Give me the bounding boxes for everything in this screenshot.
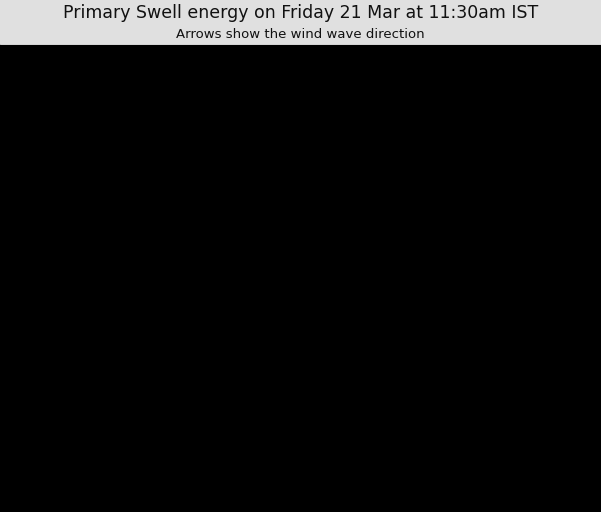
Text: Primary Swell energy on Friday 21 Mar at 11:30am IST: Primary Swell energy on Friday 21 Mar at… xyxy=(63,4,538,22)
Text: Arrows show the wind wave direction: Arrows show the wind wave direction xyxy=(176,28,425,41)
Text: cartopy required: cartopy required xyxy=(243,271,358,286)
